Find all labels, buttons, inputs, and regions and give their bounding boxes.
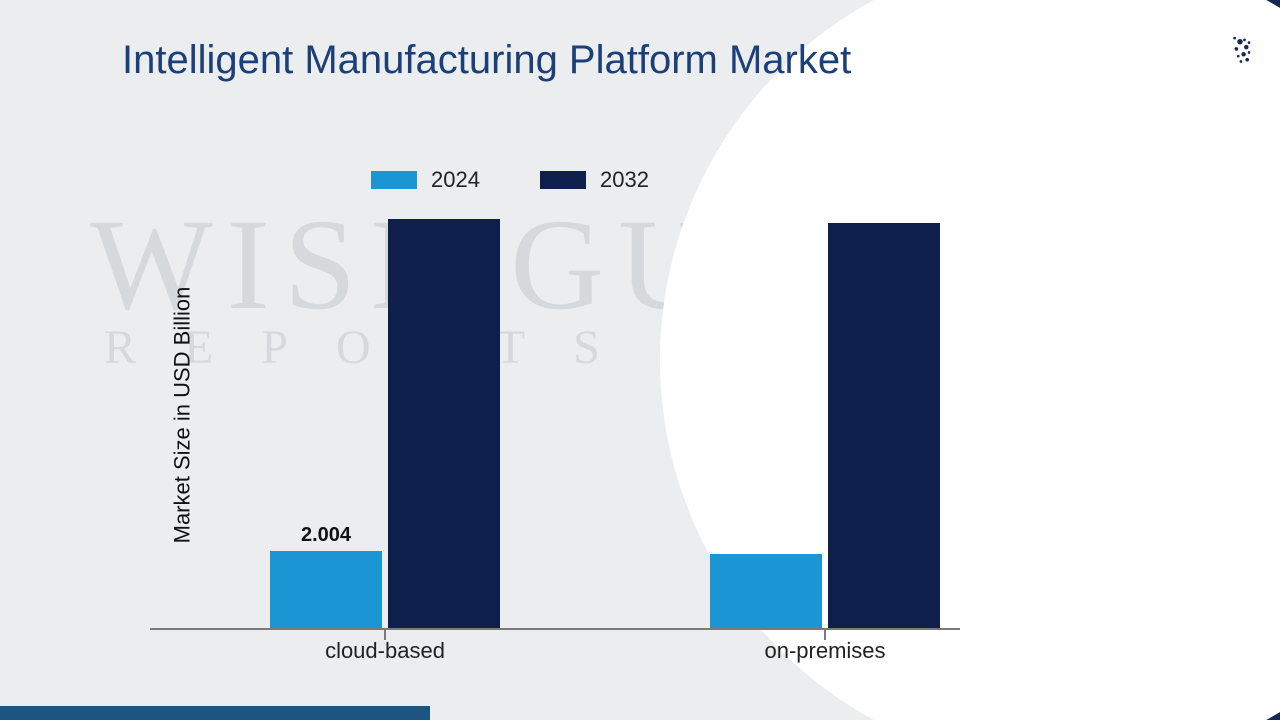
legend-swatch-2032	[540, 171, 586, 189]
chart-title: Intelligent Manufacturing Platform Marke…	[122, 36, 851, 84]
legend-swatch-2024	[371, 171, 417, 189]
bar	[710, 554, 822, 628]
bottom-accent-strip	[0, 706, 430, 720]
brand-head-icon	[1204, 30, 1258, 84]
bar	[828, 223, 940, 628]
bar	[270, 551, 382, 628]
page-root: WISE GUY REPORTS WISE GUY	[0, 0, 1280, 720]
side-panel	[960, 0, 1280, 720]
legend-label-2024: 2024	[431, 167, 480, 193]
bar-value-label: 2.004	[270, 524, 382, 547]
bar	[388, 219, 500, 628]
legend: 2024 2032	[60, 160, 960, 200]
x-axis-category-label: cloud-based	[270, 638, 500, 664]
legend-label-2032: 2032	[600, 167, 649, 193]
legend-item-2024: 2024	[371, 167, 480, 193]
x-axis-category-label: on-premises	[710, 638, 940, 664]
bar-group: on-premises	[710, 210, 940, 630]
plot-area: 2.004cloud-based on-premises	[150, 210, 960, 630]
legend-item-2032: 2032	[540, 167, 649, 193]
brand-sub: R E P O R T S	[1001, 82, 1258, 98]
brand-name: WISE GUY	[1001, 38, 1198, 76]
brand-logo: WISE GUY R E P O R T S	[1001, 30, 1258, 98]
bar-group: 2.004cloud-based	[270, 210, 500, 630]
chart: Market Size in USD Billion 2024 2032 2.0…	[60, 160, 960, 670]
